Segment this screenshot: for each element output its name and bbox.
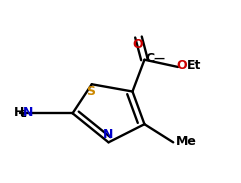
Text: N: N xyxy=(103,128,114,141)
Text: 2: 2 xyxy=(20,110,26,119)
Text: S: S xyxy=(86,85,95,98)
Text: Et: Et xyxy=(187,59,201,72)
Text: C: C xyxy=(146,52,155,65)
Text: H: H xyxy=(14,106,24,119)
Text: O: O xyxy=(177,59,187,72)
Text: N: N xyxy=(23,106,33,119)
Text: Me: Me xyxy=(176,135,196,148)
Text: O: O xyxy=(132,38,143,51)
Text: —: — xyxy=(154,53,165,63)
